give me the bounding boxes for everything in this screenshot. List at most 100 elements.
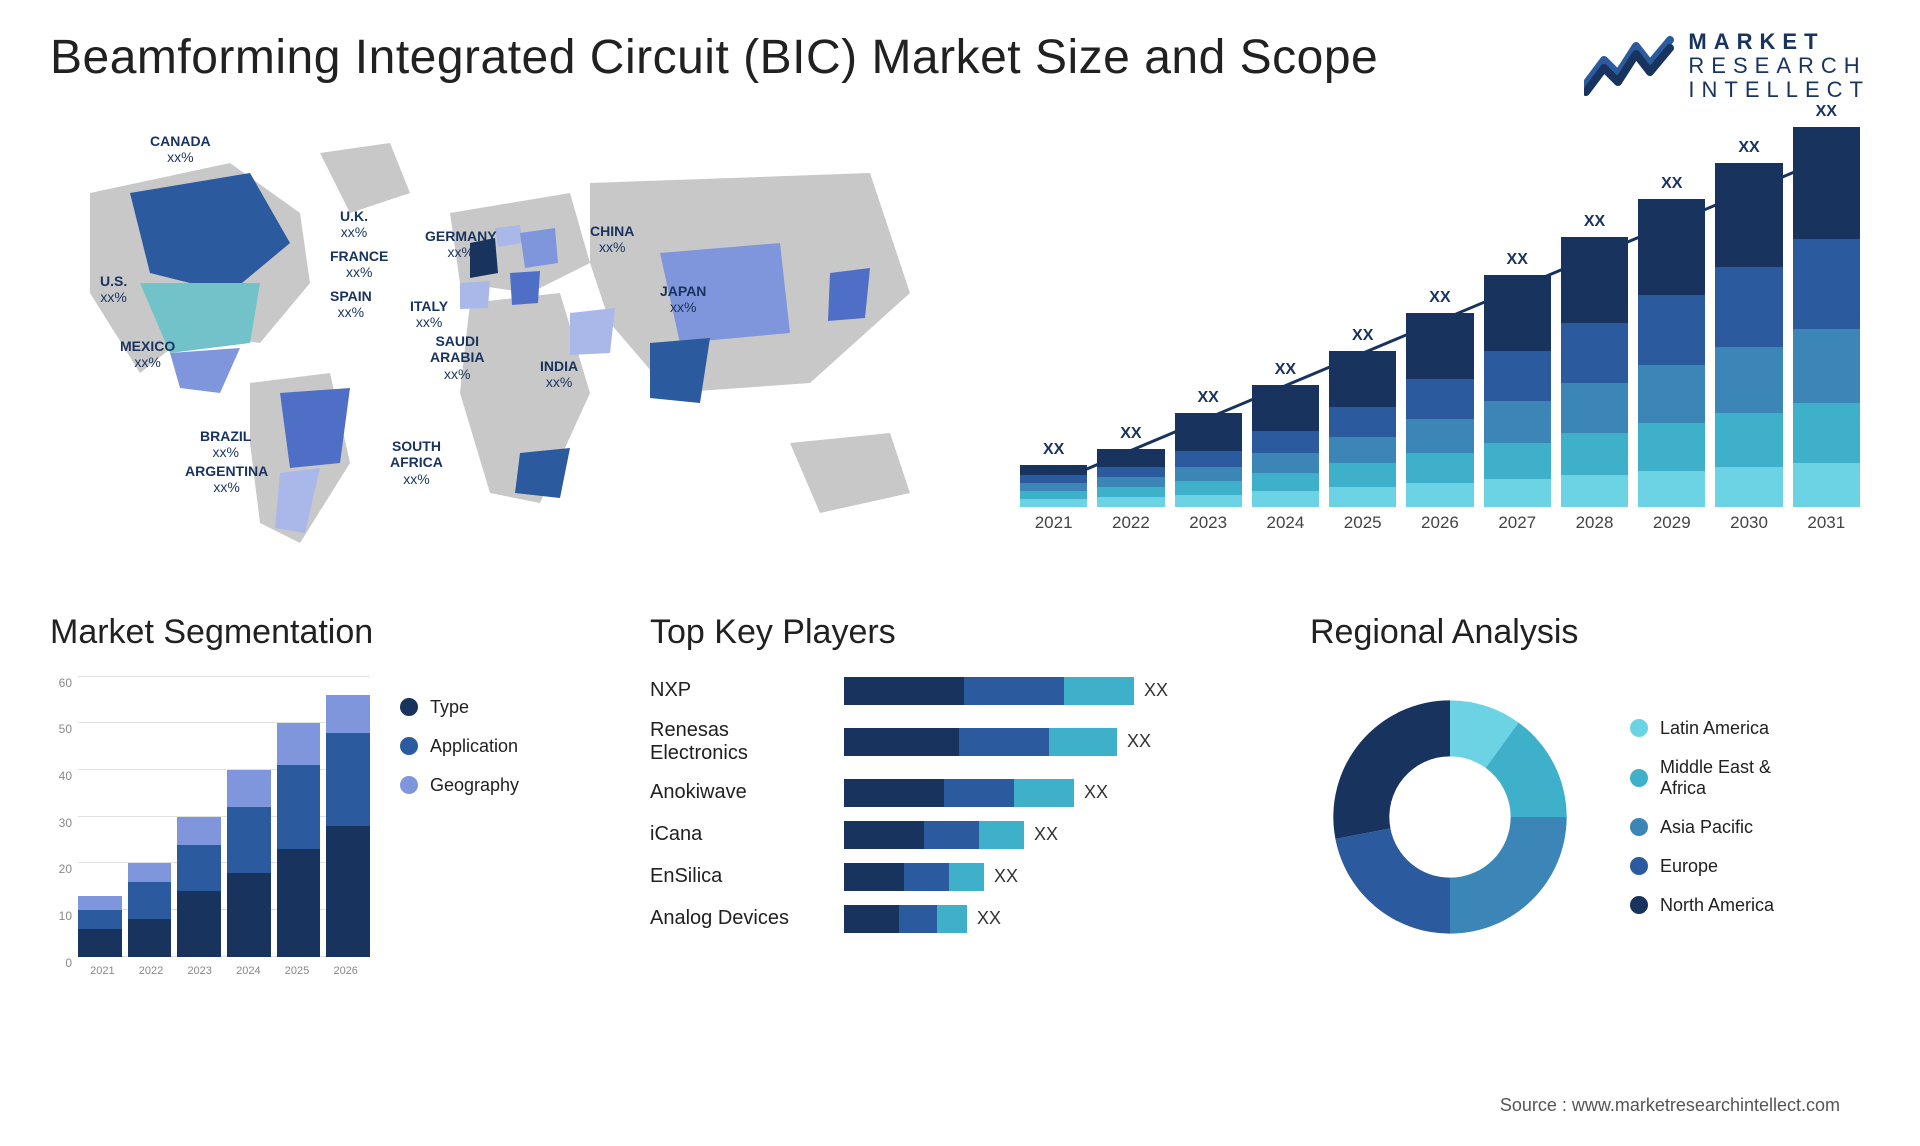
- bar-year-label: 2027: [1498, 513, 1536, 533]
- bar-segment: [1020, 475, 1087, 483]
- seg-bar-segment: [277, 723, 321, 765]
- segmentation-chart: 0102030405060202120222023202420252026: [50, 677, 370, 977]
- bar-segment: [1484, 479, 1551, 507]
- legend-label: Latin America: [1660, 718, 1769, 739]
- bar-segment: [1793, 239, 1860, 329]
- growth-bar: XX2022: [1097, 425, 1164, 533]
- bar-segment: [1329, 463, 1396, 487]
- player-bar-segment: [949, 863, 984, 891]
- bar-value-label: XX: [1816, 103, 1837, 121]
- player-bar-segment: [959, 728, 1049, 756]
- growth-bar: XX 2028: [1561, 213, 1628, 533]
- player-bar-segment: [944, 779, 1014, 807]
- bar-value-label: XX: [1584, 213, 1605, 231]
- growth-bar: XX2023: [1175, 389, 1242, 533]
- seg-bar-segment: [78, 910, 122, 929]
- bar-segment: [1020, 499, 1087, 507]
- map-label: U.K.xx%: [340, 208, 368, 242]
- seg-bar: [277, 723, 321, 956]
- y-tick: 30: [50, 816, 72, 830]
- bar-segment: [1252, 431, 1319, 453]
- y-tick: 0: [50, 956, 72, 970]
- map-label: ARGENTINAxx%: [185, 463, 268, 497]
- donut-slice: [1450, 817, 1567, 934]
- seg-bar: [78, 896, 122, 957]
- y-tick: 50: [50, 722, 72, 736]
- bar-segment: [1406, 419, 1473, 453]
- player-bar-segment: [844, 905, 899, 933]
- bar-segment: [1406, 313, 1473, 379]
- legend-label: North America: [1660, 895, 1774, 916]
- seg-year-label: 2024: [224, 965, 273, 977]
- regional-title: Regional Analysis: [1310, 613, 1870, 652]
- player-row: AnokiwaveXX: [650, 779, 1210, 807]
- bar-segment: [1252, 491, 1319, 507]
- bar-year-label: 2024: [1267, 513, 1305, 533]
- player-name: EnSilica: [650, 865, 830, 888]
- seg-bar-segment: [277, 849, 321, 956]
- player-bar-segment: [1049, 728, 1117, 756]
- bar-year-label: 2029: [1653, 513, 1691, 533]
- bar-segment: [1097, 477, 1164, 487]
- legend-item: Type: [400, 697, 519, 718]
- bar-year-label: 2031: [1807, 513, 1845, 533]
- bar-segment: [1175, 467, 1242, 481]
- market-growth-chart: XX2021XX2022XX2023XX2024XX2025XX2026XX20…: [990, 133, 1870, 563]
- growth-bar: XX2029: [1638, 175, 1705, 533]
- y-tick: 10: [50, 909, 72, 923]
- regional-legend: Latin AmericaMiddle East &AfricaAsia Pac…: [1630, 718, 1774, 916]
- player-bar-segment: [937, 905, 967, 933]
- bar-segment: [1715, 467, 1782, 507]
- bar-segment: [1715, 347, 1782, 413]
- logo-mark-icon: [1584, 34, 1674, 98]
- bar-year-label: 2021: [1035, 513, 1073, 533]
- player-value-label: XX: [977, 908, 1001, 929]
- bar-year-label: 2028: [1576, 513, 1614, 533]
- seg-bar-segment: [78, 896, 122, 910]
- seg-year-label: 2025: [273, 965, 322, 977]
- map-label: FRANCExx%: [330, 248, 388, 282]
- bar-segment: [1097, 497, 1164, 507]
- donut-slice: [1333, 700, 1450, 839]
- map-label: SAUDIARABIAxx%: [430, 333, 484, 383]
- seg-bar-segment: [128, 882, 172, 919]
- bar-segment: [1715, 163, 1782, 267]
- seg-bar: [177, 817, 221, 957]
- bar-segment: [1484, 443, 1551, 479]
- seg-bar-segment: [128, 863, 172, 882]
- bar-value-label: XX: [1043, 441, 1064, 459]
- bar-segment: [1561, 383, 1628, 433]
- bar-segment: [1175, 451, 1242, 467]
- seg-year-label: 2026: [321, 965, 370, 977]
- legend-swatch: [400, 737, 418, 755]
- growth-bar: XX2030: [1715, 139, 1782, 533]
- seg-year-label: 2021: [78, 965, 127, 977]
- bar-segment: [1793, 403, 1860, 463]
- player-bar-segment: [964, 677, 1064, 705]
- player-bar-segment: [844, 863, 904, 891]
- players-title: Top Key Players: [650, 613, 1270, 652]
- donut-slice: [1335, 828, 1450, 933]
- legend-swatch: [1630, 818, 1648, 836]
- player-bar-segment: [1014, 779, 1074, 807]
- player-bar-segment: [904, 863, 949, 891]
- map-label: ITALYxx%: [410, 298, 448, 332]
- bar-segment: [1561, 237, 1628, 323]
- legend-swatch: [1630, 896, 1648, 914]
- bar-segment: [1175, 495, 1242, 507]
- map-label: INDIAxx%: [540, 358, 578, 392]
- player-row: EnSilica XX: [650, 863, 1210, 891]
- bar-value-label: XX: [1352, 327, 1373, 345]
- player-bar-segment: [844, 677, 964, 705]
- legend-label: Application: [430, 736, 518, 757]
- bar-segment: [1329, 351, 1396, 407]
- legend-label: Geography: [430, 775, 519, 796]
- player-bar-segment: [844, 728, 959, 756]
- bar-year-label: 2025: [1344, 513, 1382, 533]
- player-bar: [844, 728, 1117, 756]
- bar-segment: [1097, 487, 1164, 497]
- source-text: Source : www.marketresearchintellect.com: [1500, 1095, 1840, 1116]
- player-value-label: XX: [994, 866, 1018, 887]
- growth-bar: XX2024: [1252, 361, 1319, 533]
- player-row: NXPXX: [650, 677, 1210, 705]
